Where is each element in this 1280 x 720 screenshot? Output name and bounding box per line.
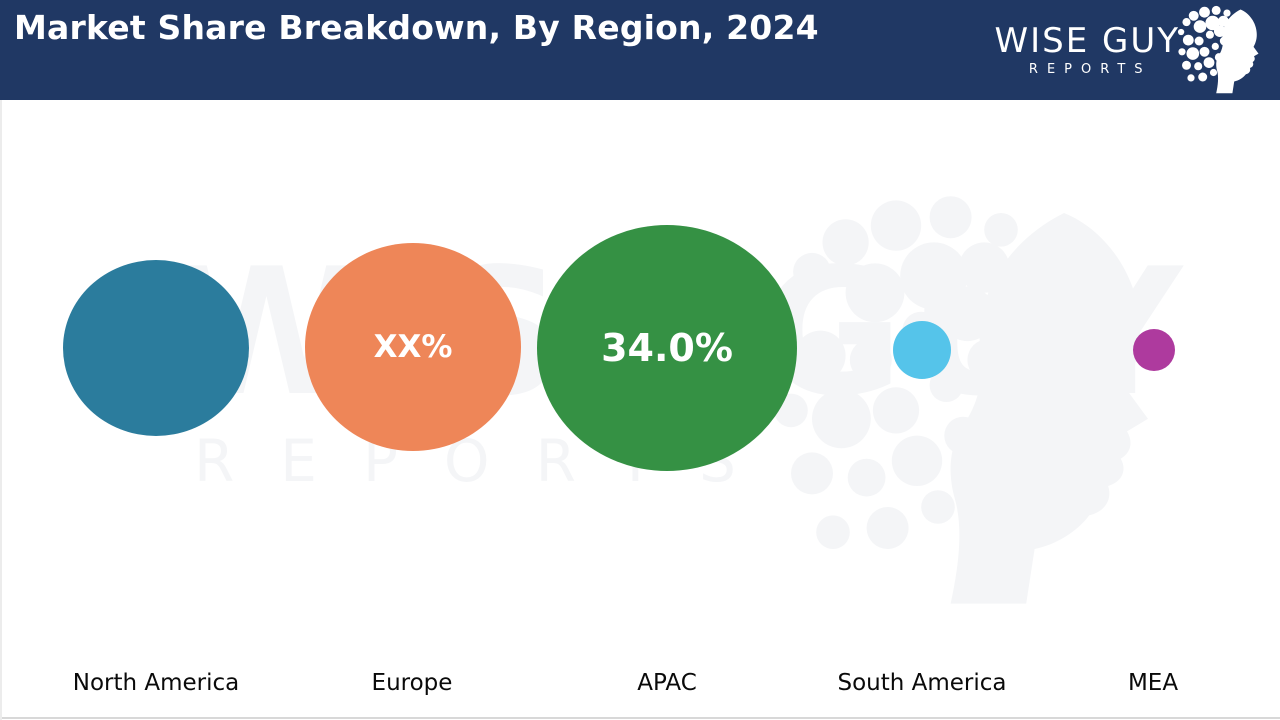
watermark-face-icon [772,196,1148,604]
bubble-value-apac: 34.0% [601,326,733,370]
header-bar: Market Share Breakdown, By Region, 2024 … [0,0,1280,100]
chart-area: WISE GUY REPORTS XX% 34.0% North America [0,100,1280,720]
page-title: Market Share Breakdown, By Region, 2024 [14,8,819,47]
logo-text: WISE GUY REPORTS [994,21,1180,77]
bubble-europe: XX% [305,243,521,451]
region-label-apac: APAC [637,670,697,696]
logo-name: WISE GUY [994,21,1180,62]
region-label-mea: MEA [1127,670,1179,696]
wiseguy-logo: WISE GUY REPORTS [994,4,1270,96]
chart-baseline [2,717,1280,719]
region-label-south-america: South America [837,670,1007,696]
bubble-north-america [63,260,249,436]
bubble-south-america [893,321,951,379]
region-label-europe: Europe [371,670,453,696]
bubble-mea [1133,329,1175,371]
wiseguy-face-icon [1177,5,1259,94]
logo-subtitle: REPORTS [1028,61,1152,77]
bubble-apac: 34.0% [537,225,797,471]
bubble-value-europe: XX% [373,329,453,365]
region-label-north-america: North America [72,670,240,696]
